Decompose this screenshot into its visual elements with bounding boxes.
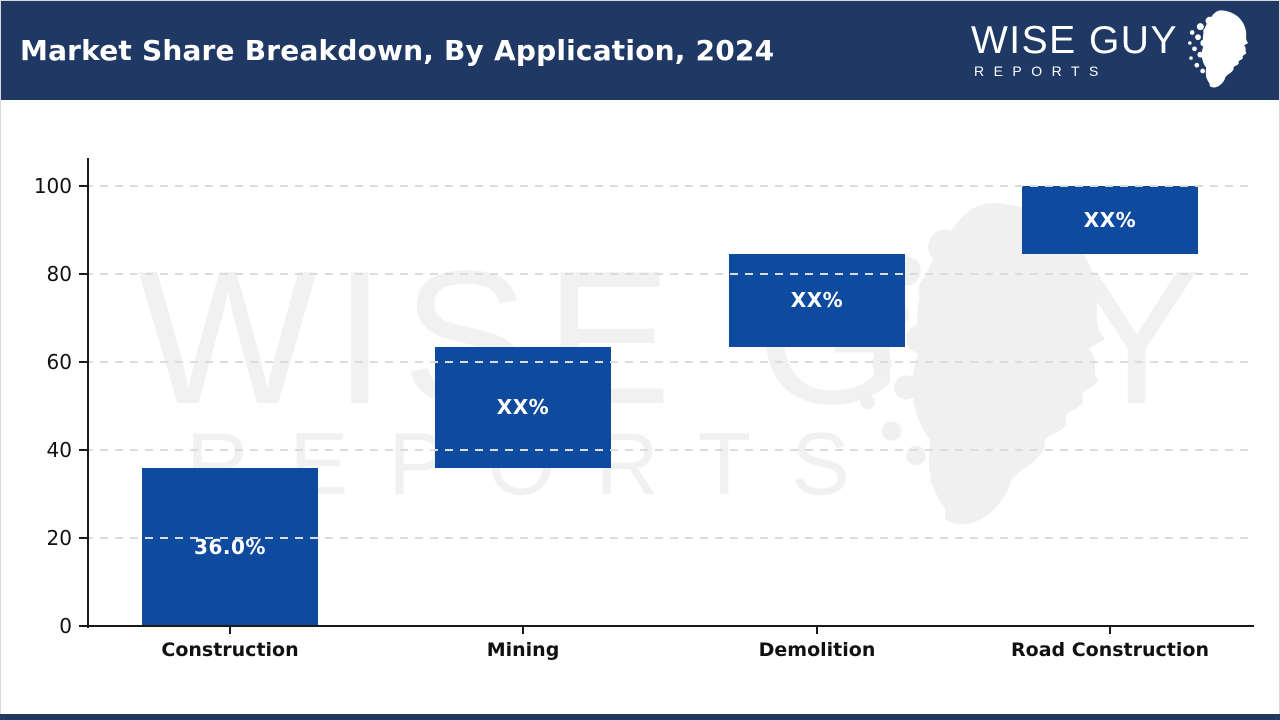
- wiseguy-head-icon: [1184, 9, 1254, 91]
- gridline-60: [85, 361, 1253, 363]
- bar-value-label-mining: XX%: [496, 395, 550, 420]
- x-tick-road-construction: [1109, 627, 1111, 634]
- gridline-40: [85, 449, 1253, 451]
- gridline-80: [85, 273, 1253, 275]
- y-tick-0: [79, 625, 88, 627]
- category-label-road-construction: Road Construction: [1011, 639, 1209, 661]
- watermark-text-line1: WISE GUY: [138, 232, 1217, 444]
- y-tick-20: [79, 537, 88, 539]
- bar-demolition: XX%: [729, 254, 905, 347]
- y-tick-label-20: 20: [46, 526, 72, 550]
- bar-road-construction: XX%: [1022, 186, 1198, 255]
- y-tick-80: [79, 273, 88, 275]
- y-tick-40: [79, 449, 88, 451]
- x-tick-construction: [229, 627, 231, 634]
- y-tick-label-80: 80: [46, 262, 72, 286]
- bar-value-label-road-construction: XX%: [1083, 208, 1137, 233]
- y-tick-label-40: 40: [46, 438, 72, 462]
- brand-text: WISE GUY REPORTS: [971, 21, 1178, 79]
- bar-value-label-demolition: XX%: [790, 288, 844, 313]
- x-tick-mining: [522, 627, 524, 634]
- y-axis-line: [87, 158, 89, 628]
- category-label-mining: Mining: [486, 639, 560, 661]
- x-tick-demolition: [816, 627, 818, 634]
- gridline-20: [85, 537, 1253, 539]
- category-label-construction: Construction: [161, 639, 299, 661]
- bar-construction: 36.0%: [142, 467, 318, 626]
- x-axis-line: [85, 625, 1254, 627]
- brand-subname: REPORTS: [973, 63, 1108, 79]
- page-title: Market Share Breakdown, By Application, …: [20, 33, 775, 67]
- y-tick-label-0: 0: [59, 614, 72, 638]
- header-bar: Market Share Breakdown, By Application, …: [0, 0, 1280, 100]
- y-tick-label-60: 60: [46, 350, 72, 374]
- brand-name: WISE GUY: [970, 19, 1178, 62]
- bar-mining: XX%: [435, 346, 611, 468]
- y-tick-60: [79, 361, 88, 363]
- y-tick-label-100: 100: [33, 174, 72, 198]
- gridline-100: [85, 185, 1253, 187]
- footer-bar: [0, 714, 1280, 720]
- category-label-demolition: Demolition: [758, 639, 876, 661]
- chart-area: WISE GUY REPORTS 02040608010036.0%Constr…: [0, 100, 1280, 720]
- y-tick-100: [79, 185, 88, 187]
- brand-logo: WISE GUY REPORTS: [971, 9, 1254, 91]
